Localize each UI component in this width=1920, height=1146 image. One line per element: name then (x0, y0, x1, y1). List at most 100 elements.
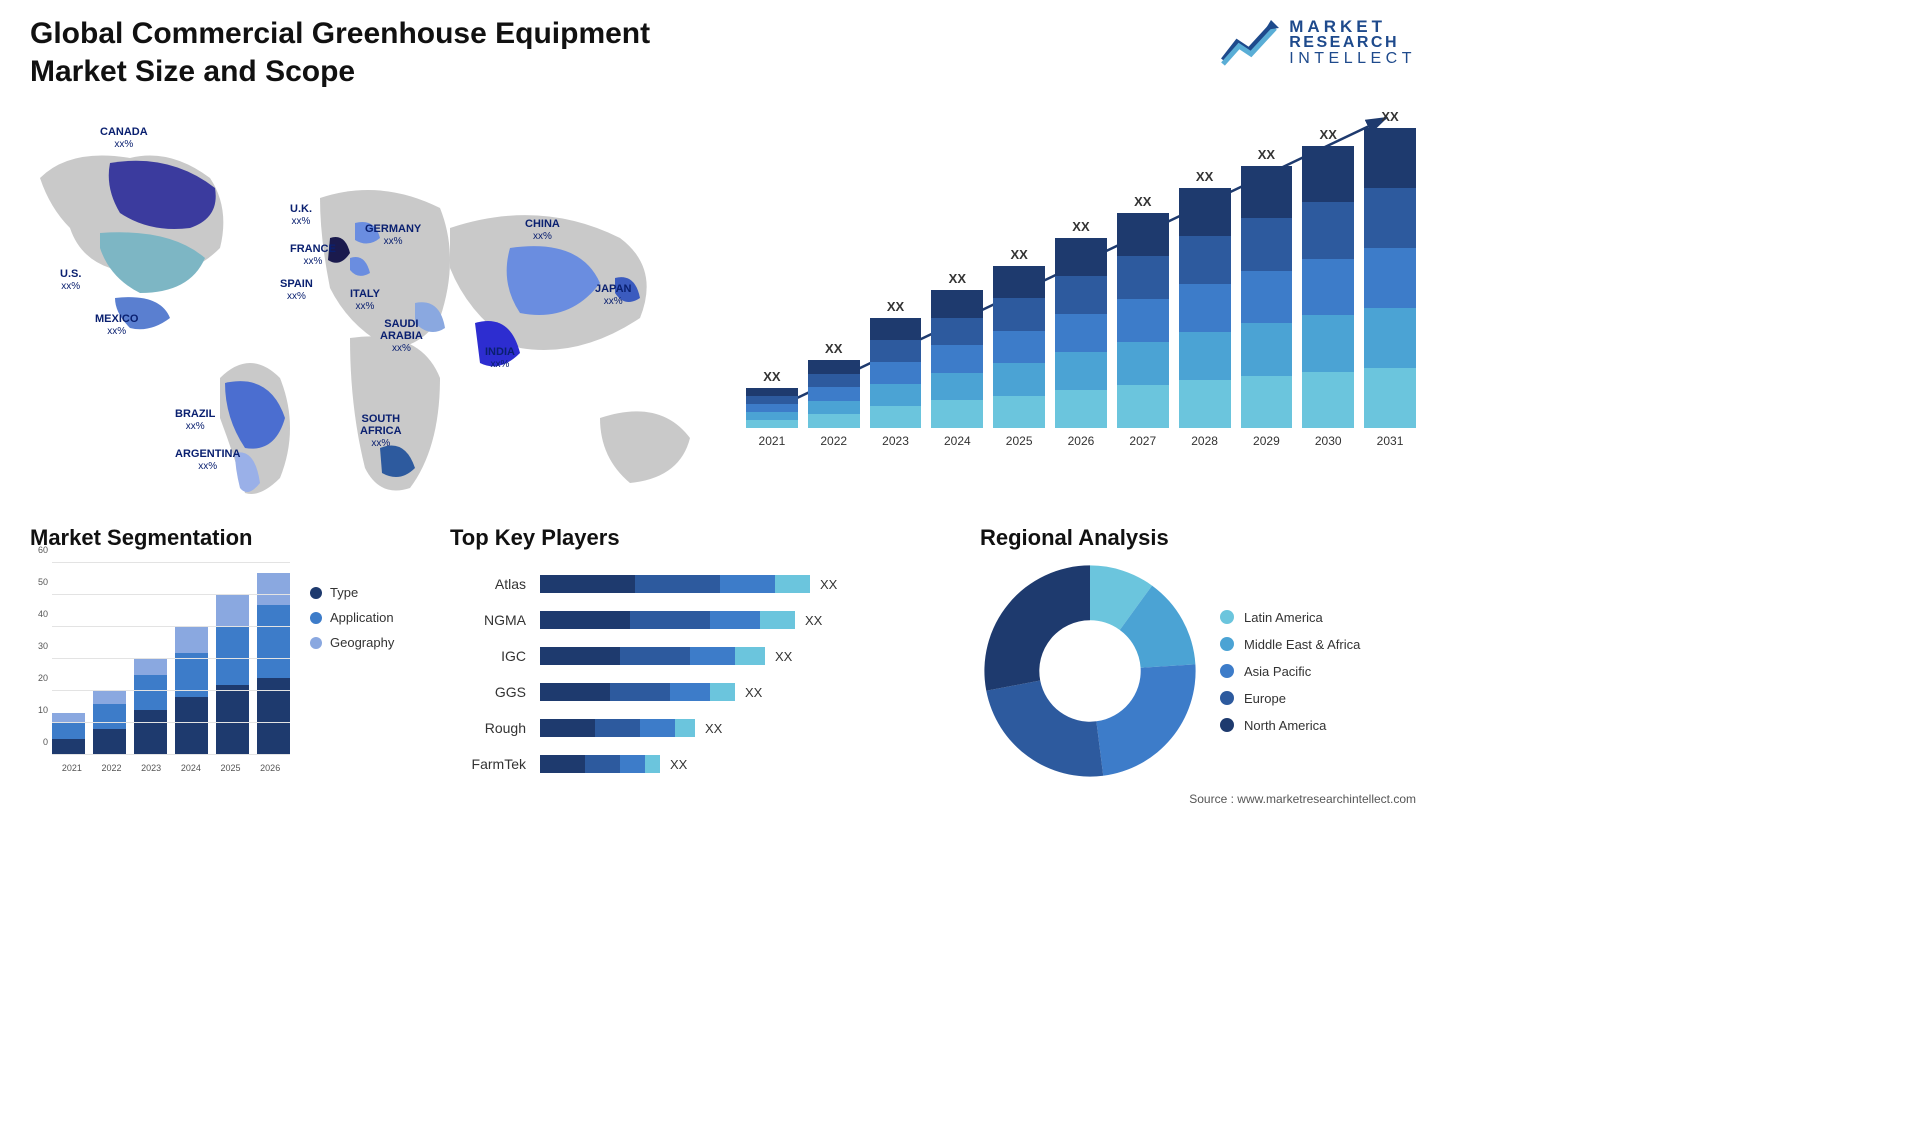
seg-ytick: 20 (38, 673, 48, 683)
bigbar-segment (1117, 342, 1169, 385)
map-label: CHINAxx% (525, 218, 560, 242)
bigbar-value-label: XX (825, 341, 842, 356)
map-label: INDIAxx% (485, 346, 515, 370)
bigbar-segment (1117, 213, 1169, 256)
bigbar-segment (1364, 248, 1416, 308)
bigbar-value-label: XX (1196, 169, 1213, 184)
seg-bar-segment (257, 605, 290, 679)
seg-bar (216, 595, 249, 755)
key-player-bar-segment (640, 719, 675, 737)
regional-legend: Latin AmericaMiddle East & AfricaAsia Pa… (1220, 598, 1360, 745)
bigbar-value-label: XX (1010, 247, 1027, 262)
seg-x-labels: 202120222023202420252026 (52, 763, 290, 773)
key-player-bar-segment (760, 611, 795, 629)
map-label: JAPANxx% (595, 283, 631, 307)
bigbar-bar (1241, 166, 1293, 428)
seg-bar-segment (52, 739, 85, 755)
seg-gridline (52, 594, 290, 595)
map-label: ITALYxx% (350, 288, 380, 312)
seg-bar-segment (93, 691, 126, 704)
key-player-row: Atlas XX (450, 569, 950, 599)
key-players-heading: Top Key Players (450, 525, 950, 551)
bigbar-segment (1241, 166, 1293, 218)
bigbar-bar (1117, 213, 1169, 428)
seg-gridline (52, 562, 290, 563)
bigbar-year-label: 2031 (1377, 434, 1404, 448)
bigbar-segment (1055, 276, 1107, 314)
bigbar-value-label: XX (1320, 127, 1337, 142)
key-player-bar-segment (630, 611, 710, 629)
seg-bar-segment (216, 595, 249, 627)
bigbar-segment (1117, 299, 1169, 342)
key-player-value: XX (670, 757, 687, 772)
key-player-value: XX (820, 577, 837, 592)
bigbar-bar (1364, 128, 1416, 428)
seg-year-label: 2021 (52, 763, 92, 773)
bigbar-column: XX2030 (1302, 127, 1354, 448)
seg-ytick: 50 (38, 577, 48, 587)
key-player-row: FarmTek XX (450, 749, 950, 779)
key-player-bar (540, 683, 735, 701)
regional-legend-item: Latin America (1220, 610, 1360, 625)
bigbar-segment (1302, 202, 1354, 258)
key-players-rows: AtlasXXNGMAXXIGCXXGGSXXRoughXXFarmTekXX (450, 569, 950, 779)
seg-bar-segment (134, 675, 167, 710)
key-player-name: Rough (450, 720, 540, 736)
seg-ytick: 40 (38, 609, 48, 619)
bigbar-segment (870, 384, 922, 406)
bigbar-value-label: XX (887, 299, 904, 314)
bigbar-segment (993, 396, 1045, 428)
market-size-bar-chart: XX2021XX2022XX2023XX2024XX2025XX2026XX20… (746, 108, 1416, 473)
bigbar-segment (1055, 352, 1107, 390)
key-player-name: NGMA (450, 612, 540, 628)
key-player-bar-segment (645, 755, 660, 773)
map-label: U.S.xx% (60, 268, 81, 292)
bigbar-segment (1302, 372, 1354, 428)
segmentation-chart: 0102030405060 202120222023202420252026 (30, 563, 290, 773)
bigbar-bar (746, 388, 798, 428)
bigbar-plot: XX2021XX2022XX2023XX2024XX2025XX2026XX20… (746, 128, 1416, 448)
bigbar-segment (1241, 323, 1293, 375)
bigbar-segment (746, 404, 798, 412)
key-player-name: FarmTek (450, 756, 540, 772)
seg-bar (175, 627, 208, 755)
key-player-value: XX (745, 685, 762, 700)
bigbar-year-label: 2022 (820, 434, 847, 448)
bigbar-year-label: 2023 (882, 434, 909, 448)
seg-gridline (52, 658, 290, 659)
legend-label: Geography (330, 635, 394, 650)
bigbar-segment (1364, 128, 1416, 188)
regional-heading: Regional Analysis (980, 525, 1430, 551)
bigbar-segment (1302, 146, 1354, 202)
legend-swatch-icon (1220, 664, 1234, 678)
seg-bar-segment (175, 697, 208, 755)
key-player-row: GGSXX (450, 677, 950, 707)
seg-bar-segment (134, 659, 167, 675)
seg-bar-segment (216, 685, 249, 755)
page-title: Global Commercial Greenhouse Equipment M… (30, 15, 750, 90)
bigbar-segment (1302, 315, 1354, 371)
key-player-bar-segment (720, 575, 775, 593)
bigbar-segment (993, 331, 1045, 363)
bigbar-column: XX 2022 (808, 341, 860, 448)
key-player-value: XX (775, 649, 792, 664)
bigbar-bar (1302, 146, 1354, 428)
bigbar-segment (870, 340, 922, 362)
bigbar-segment (1179, 380, 1231, 428)
key-player-name: Atlas (450, 576, 540, 592)
legend-swatch-icon (310, 587, 322, 599)
legend-label: North America (1244, 718, 1326, 733)
bigbar-segment (1364, 368, 1416, 428)
bigbar-segment (993, 298, 1045, 330)
seg-year-label: 2023 (131, 763, 171, 773)
legend-swatch-icon (1220, 691, 1234, 705)
bigbar-segment (808, 414, 860, 428)
key-player-row: IGCXX (450, 641, 950, 671)
seg-bar-segment (134, 710, 167, 755)
key-player-bar (540, 575, 810, 593)
key-player-bar-segment (620, 755, 645, 773)
key-player-value: XX (805, 613, 822, 628)
bigbar-segment (1055, 390, 1107, 428)
key-player-row: NGMA XX (450, 605, 950, 635)
bigbar-segment (1117, 256, 1169, 299)
